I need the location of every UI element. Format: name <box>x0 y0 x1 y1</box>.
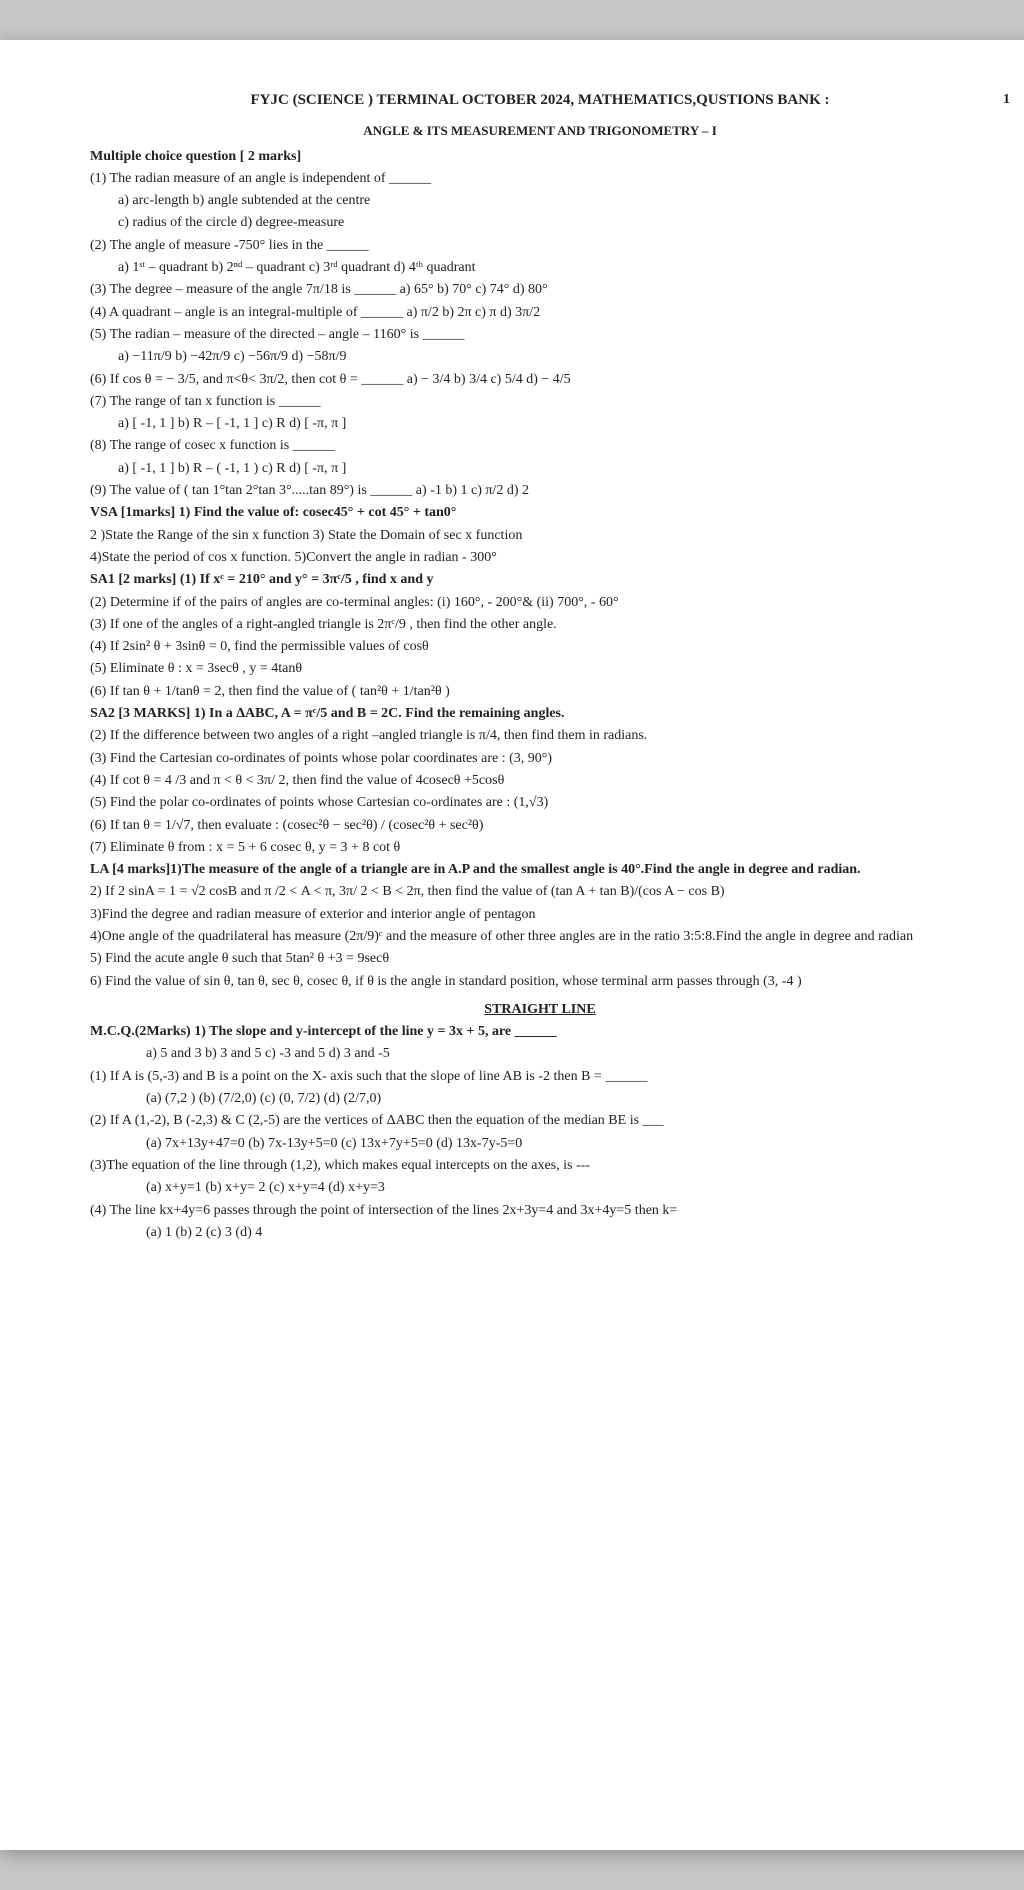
sa1-header: SA1 [2 marks] (1) If xᶜ = 210° and y° = … <box>90 570 990 590</box>
sl-m3-opts: (a) 7x+13y+47=0 (b) 7x-13y+5=0 (c) 13x+7… <box>146 1134 990 1154</box>
topic-title: ANGLE & ITS MEASUREMENT AND TRIGONOMETRY… <box>90 122 990 141</box>
la-3: 3)Find the degree and radian measure of … <box>90 905 990 925</box>
sl-header: M.C.Q.(2Marks) 1) The slope and y-interc… <box>90 1022 990 1042</box>
la-6: 6) Find the value of sin θ, tan θ, sec θ… <box>90 972 990 992</box>
q2: (2) The angle of measure -750° lies in t… <box>90 236 990 256</box>
mcq-header: Multiple choice question [ 2 marks] <box>90 147 990 167</box>
la-2: 2) If 2 sinA = 1 = √2 cosB and π /2 < A … <box>90 882 990 902</box>
sl-m5-opts: (a) 1 (b) 2 (c) 3 (d) 4 <box>146 1223 990 1243</box>
sl-m2: (1) If A is (5,-3) and B is a point on t… <box>90 1067 990 1087</box>
exam-page: 1 FYJC (SCIENCE ) TERMINAL OCTOBER 2024,… <box>0 40 1024 1850</box>
q5-opts: a) −11π/9 b) −42π/9 c) −56π/9 d) −58π/9 <box>118 347 990 367</box>
sl-m1-opts: a) 5 and 3 b) 3 and 5 c) -3 and 5 d) 3 a… <box>146 1044 990 1064</box>
q6: (6) If cos θ = − 3/5, and π<θ< 3π/2, the… <box>90 370 990 390</box>
q7-opts: a) [ -1, 1 ] b) R – [ -1, 1 ] c) R d) [ … <box>118 414 990 434</box>
sa2-header: SA2 [3 MARKS] 1) In a ΔABC, A = πᶜ/5 and… <box>90 704 990 724</box>
q1: (1) The radian measure of an angle is in… <box>90 169 990 189</box>
sl-m5: (4) The line kx+4y=6 passes through the … <box>90 1201 990 1221</box>
straight-line-title: STRAIGHT LINE <box>90 1000 990 1020</box>
sa1-6: (6) If tan θ + 1/tanθ = 2, then find the… <box>90 682 990 702</box>
sa2-2: (2) If the difference between two angles… <box>90 726 990 746</box>
sl-m4-opts: (a) x+y=1 (b) x+y= 2 (c) x+y=4 (d) x+y=3 <box>146 1178 990 1198</box>
la-4: 4)One angle of the quadrilateral has mea… <box>90 927 990 947</box>
sa1-5: (5) Eliminate θ : x = 3secθ , y = 4tanθ <box>90 659 990 679</box>
q4: (4) A quadrant – angle is an integral-mu… <box>90 303 990 323</box>
q9: (9) The value of ( tan 1°tan 2°tan 3°...… <box>90 481 990 501</box>
sa2-3: (3) Find the Cartesian co-ordinates of p… <box>90 749 990 769</box>
vsa-header: VSA [1marks] 1) Find the value of: cosec… <box>90 503 990 523</box>
sa1-2: (2) Determine if of the pairs of angles … <box>90 593 990 613</box>
vsa-2: 2 )State the Range of the sin x function… <box>90 526 990 546</box>
main-title: FYJC (SCIENCE ) TERMINAL OCTOBER 2024, M… <box>90 90 990 112</box>
q1-opts-a: a) arc-length b) angle subtended at the … <box>118 191 990 211</box>
q2-opts: a) 1ˢᵗ – quadrant b) 2ⁿᵈ – quadrant c) 3… <box>118 258 990 278</box>
q3: (3) The degree – measure of the angle 7π… <box>90 280 990 300</box>
sl-m2-opts: (a) (7,2 ) (b) (7/2,0) (c) (0, 7/2) (d) … <box>146 1089 990 1109</box>
la-header: LA [4 marks]1)The measure of the angle o… <box>90 860 990 880</box>
page-number: 1 <box>1003 90 1010 110</box>
sl-m4: (3)The equation of the line through (1,2… <box>90 1156 990 1176</box>
sa2-4: (4) If cot θ = 4 /3 and π < θ < 3π/ 2, t… <box>90 771 990 791</box>
q5: (5) The radian – measure of the directed… <box>90 325 990 345</box>
sa2-7: (7) Eliminate θ from : x = 5 + 6 cosec θ… <box>90 838 990 858</box>
q8: (8) The range of cosec x function is ___… <box>90 436 990 456</box>
sa1-3: (3) If one of the angles of a right-angl… <box>90 615 990 635</box>
la-5: 5) Find the acute angle θ such that 5tan… <box>90 949 990 969</box>
sa2-5: (5) Find the polar co-ordinates of point… <box>90 793 990 813</box>
sa2-6: (6) If tan θ = 1/√7, then evaluate : (co… <box>90 816 990 836</box>
sa1-4: (4) If 2sin² θ + 3sinθ = 0, find the per… <box>90 637 990 657</box>
q8-opts: a) [ -1, 1 ] b) R – ( -1, 1 ) c) R d) [ … <box>118 459 990 479</box>
vsa-4: 4)State the period of cos x function. 5)… <box>90 548 990 568</box>
sl-m3: (2) If A (1,-2), B (-2,3) & C (2,-5) are… <box>90 1111 990 1131</box>
q1-opts-b: c) radius of the circle d) degree-measur… <box>118 213 990 233</box>
q7: (7) The range of tan x function is _____… <box>90 392 990 412</box>
